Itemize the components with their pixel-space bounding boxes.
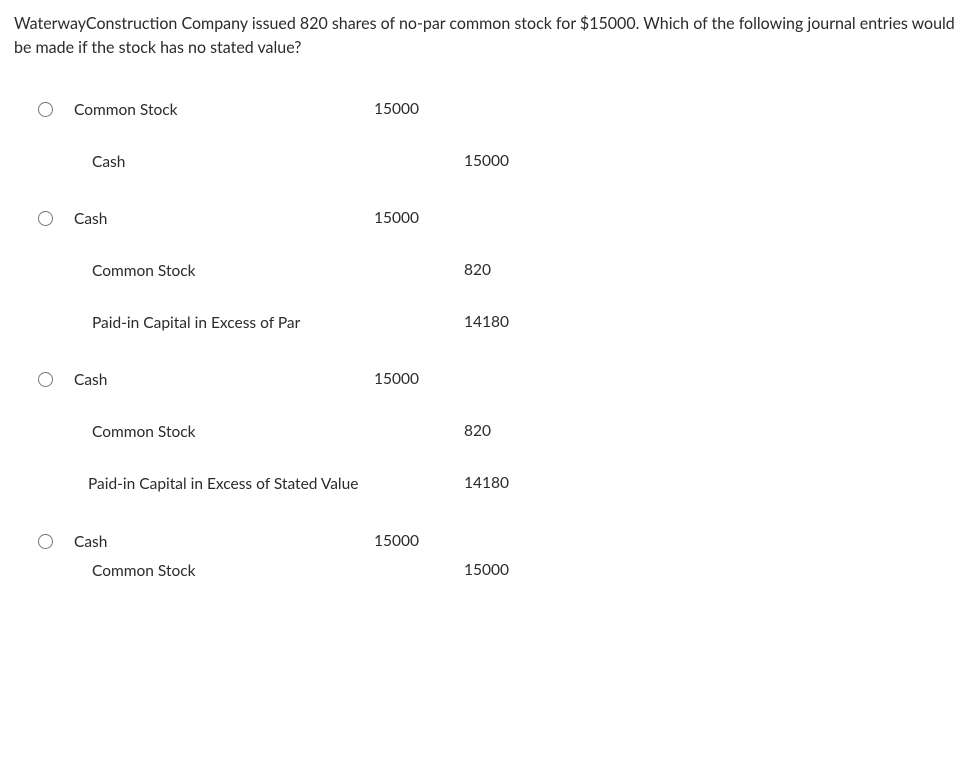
credit-value: 15000 [464,152,554,170]
credit-value: 820 [464,422,554,440]
account-label: Common Stock [74,100,374,122]
option-2: Cash 15000 Common Stock 820 Paid-in Capi… [38,209,956,334]
account-label: Paid-in Capital in Excess of Stated Valu… [74,474,374,496]
radio-wrap-1 [38,100,74,121]
entry-row: Common Stock 15000 [74,100,956,122]
entry-row: Cash 15000 [74,209,956,231]
radio-option-2[interactable] [38,211,53,226]
question-text: WaterwayConstruction Company issued 820 … [14,12,956,60]
entry-row: Paid-in Capital in Excess of Stated Valu… [74,474,956,496]
entries-3: Cash 15000 Common Stock 820 Paid-in Capi… [74,370,956,495]
entries-1: Common Stock 15000 Cash 15000 [74,100,956,173]
entry-row: Cash 15000 [74,152,956,174]
radio-option-3[interactable] [38,372,53,387]
entry-row: Common Stock 820 [74,261,956,283]
credit-value: 14180 [464,474,554,492]
credit-value: 15000 [464,561,554,579]
entries-4: Cash 15000 Common Stock 15000 [74,532,956,591]
option-3: Cash 15000 Common Stock 820 Paid-in Capi… [38,370,956,495]
debit-value: 15000 [374,370,464,388]
entry-row: Common Stock 15000 [74,561,956,583]
entry-row: Paid-in Capital in Excess of Par 14180 [74,313,956,335]
account-label: Cash [74,532,374,554]
account-label: Cash [74,152,374,174]
entry-row: Cash 15000 [74,370,956,392]
options-container: Common Stock 15000 Cash 15000 Cash 15000… [14,100,956,591]
debit-value: 15000 [374,209,464,227]
account-label: Common Stock [74,261,374,283]
entries-2: Cash 15000 Common Stock 820 Paid-in Capi… [74,209,956,334]
radio-option-4[interactable] [38,534,53,549]
credit-value: 14180 [464,313,554,331]
radio-wrap-2 [38,209,74,230]
radio-wrap-4 [38,532,74,553]
account-label: Common Stock [74,422,374,444]
account-label: Common Stock [74,561,374,583]
account-label: Cash [74,209,374,231]
debit-value: 15000 [374,100,464,118]
radio-wrap-3 [38,370,74,391]
entry-row: Common Stock 820 [74,422,956,444]
account-label: Paid-in Capital in Excess of Par [74,313,374,335]
credit-value: 820 [464,261,554,279]
entry-row: Cash 15000 [74,532,956,554]
option-1: Common Stock 15000 Cash 15000 [38,100,956,173]
radio-option-1[interactable] [38,102,53,117]
option-4: Cash 15000 Common Stock 15000 [38,532,956,591]
debit-value: 15000 [374,532,464,550]
account-label: Cash [74,370,374,392]
